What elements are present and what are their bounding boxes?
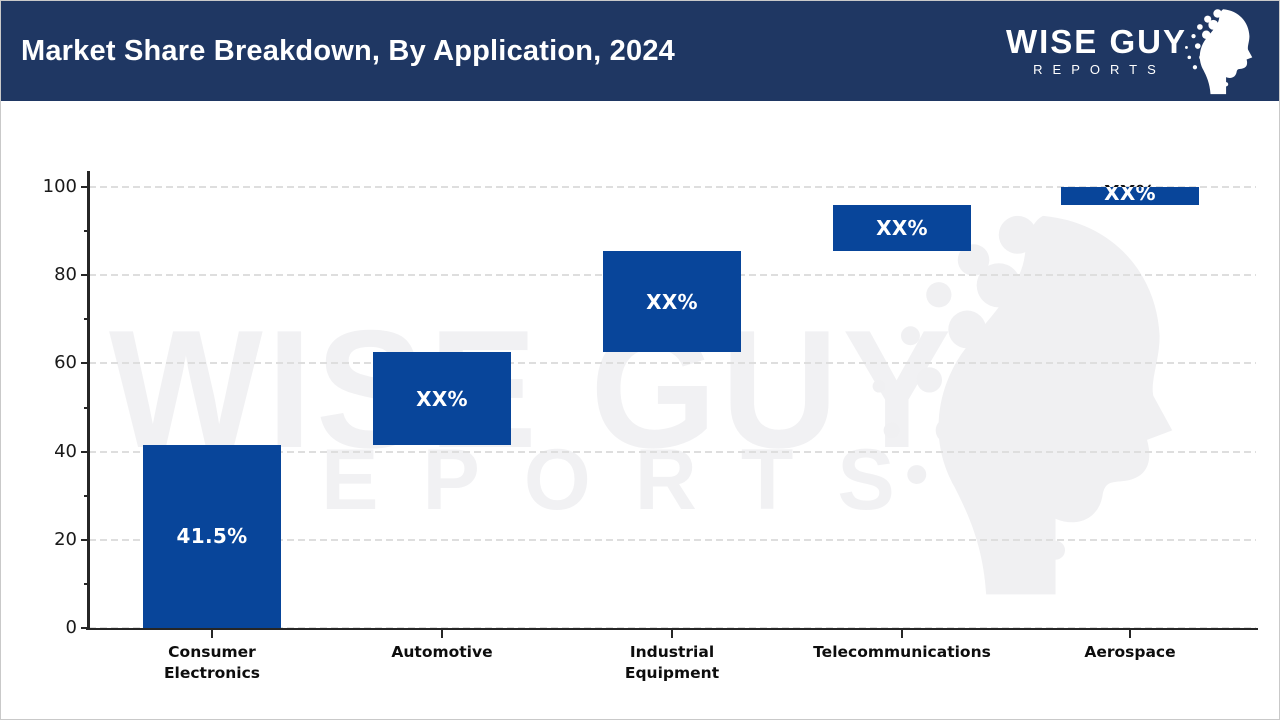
- bar-value-label: XX%: [646, 289, 698, 314]
- x-axis-line: [86, 627, 1258, 630]
- x-axis-tick: [441, 630, 443, 638]
- bar-aerospace: XX%: [1061, 187, 1199, 205]
- x-axis-category-label: Consumer Electronics: [163, 643, 261, 682]
- page-title: Market Share Breakdown, By Application, …: [21, 34, 675, 67]
- y-axis-tick-label: 0: [65, 617, 77, 638]
- x-axis-tick: [211, 630, 213, 638]
- brand-logo-text: WISE GUY REPORTS: [1005, 22, 1187, 78]
- gridline: [89, 538, 1256, 541]
- bar-telecommunications: XX%: [833, 204, 971, 251]
- x-axis-category-label: Industrial Equipment: [624, 643, 720, 682]
- bar-industrial-equipment: XX%: [603, 250, 741, 353]
- x-axis-category-label: Aerospace: [1084, 643, 1176, 661]
- y-axis-minor-tick: [84, 582, 89, 585]
- watermark-reports-text: REPORTS: [215, 432, 939, 528]
- y-axis-tick: [81, 450, 89, 453]
- bar-value-label: 41.5%: [176, 524, 248, 549]
- bar-value-label: XX%: [416, 386, 468, 411]
- brand-name: WISE GUY: [1005, 22, 1187, 60]
- y-axis-tick: [81, 274, 89, 277]
- gridline: [89, 450, 1256, 453]
- y-axis-tick-label: 20: [54, 528, 77, 550]
- y-axis-tick: [81, 627, 89, 629]
- y-axis-tick-label: 100: [42, 176, 77, 197]
- y-axis-tick-label: 40: [54, 440, 77, 462]
- bar-value-label: XX%: [876, 215, 928, 240]
- y-axis-minor-tick: [84, 230, 89, 233]
- y-axis-tick-label: 60: [54, 352, 77, 374]
- x-axis-category-label: Automotive: [391, 643, 493, 661]
- x-axis-tick: [1129, 630, 1131, 638]
- y-axis-line: [87, 171, 90, 630]
- bar-value-label: XX%: [1104, 187, 1156, 205]
- y-axis-minor-tick: [84, 318, 89, 321]
- y-axis-minor-tick: [84, 406, 89, 409]
- brand-subtitle: REPORTS: [1033, 62, 1166, 78]
- y-axis-tick-label: 80: [54, 264, 77, 286]
- header-bar: Market Share Breakdown, By Application, …: [1, 1, 1279, 101]
- y-axis-minor-tick: [84, 494, 89, 497]
- y-axis-tick: [81, 186, 89, 188]
- gridline: [89, 186, 1256, 188]
- x-axis-tick: [671, 630, 673, 638]
- x-axis-tick: [901, 630, 903, 638]
- x-axis-category-label: Telecommunications: [813, 643, 991, 661]
- bar-consumer-electronics: 41.5%: [143, 444, 281, 628]
- bar-automotive: XX%: [373, 352, 511, 445]
- brand-logo: WISE GUY REPORTS: [1006, 5, 1267, 97]
- brand-head-icon: [1185, 9, 1253, 95]
- y-axis-tick: [81, 362, 89, 365]
- y-axis-tick: [81, 538, 89, 541]
- gridline: [89, 362, 1256, 365]
